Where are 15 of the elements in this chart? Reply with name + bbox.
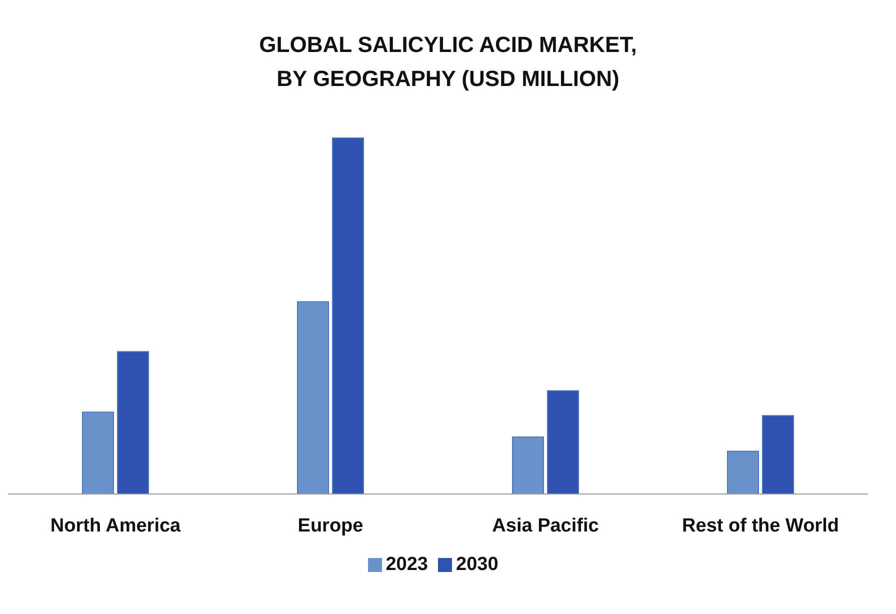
x-tick-label: Rest of the World bbox=[682, 515, 839, 536]
x-tick-label: Europe bbox=[298, 515, 364, 536]
bar bbox=[332, 138, 364, 494]
chart-title: GLOBAL SALICYLIC ACID MARKET, BY GEOGRAPHY (USD MILLION) bbox=[258, 31, 638, 93]
legend-label: 2030 bbox=[456, 554, 498, 575]
x-tick-label: North America bbox=[50, 515, 182, 536]
bar bbox=[82, 412, 114, 494]
bar bbox=[547, 390, 579, 494]
bar bbox=[297, 301, 329, 494]
bar bbox=[762, 415, 794, 494]
bar bbox=[117, 351, 149, 494]
legend-label: 2023 bbox=[386, 554, 428, 575]
bar bbox=[512, 436, 544, 494]
bar bbox=[727, 450, 759, 494]
x-tick-label: Asia Pacific bbox=[492, 515, 600, 536]
